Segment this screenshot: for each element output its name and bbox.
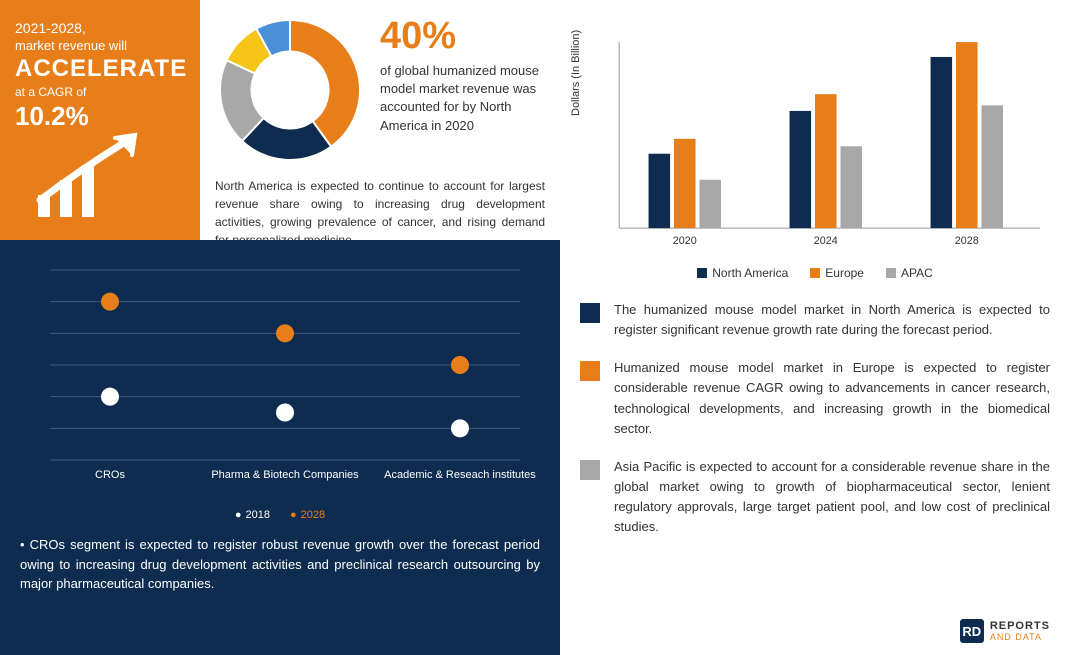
- dots-legend-item: 2018: [235, 509, 270, 521]
- bullet-item: Asia Pacific is expected to account for …: [580, 457, 1050, 538]
- bar-chart: Dollars (In Billion) 202020242028: [580, 20, 1050, 260]
- donut-bignum: 40%: [380, 15, 545, 58]
- bullet-text: Humanized mouse model market in Europe i…: [614, 358, 1050, 439]
- svg-text:CROs: CROs: [95, 469, 125, 481]
- bar-legend: North America Europe APAC: [580, 266, 1050, 280]
- atcagr-text: at a CAGR of: [15, 85, 185, 99]
- dots-legend-item: 2028: [290, 509, 325, 521]
- bar-legend-item: Europe: [810, 266, 864, 280]
- dots-note: CROs segment is expected to register rob…: [20, 535, 540, 594]
- mrw-text: market revenue will: [15, 38, 185, 53]
- bullet-item: The humanized mouse model market in Nort…: [580, 300, 1050, 340]
- cagr-value: 10.2%: [15, 101, 185, 132]
- bullet-text: The humanized mouse model market in Nort…: [614, 300, 1050, 340]
- growth-arrow-icon: [30, 130, 160, 225]
- bullet-text: Asia Pacific is expected to account for …: [614, 457, 1050, 538]
- donut-block: 40% of global humanized mouse model mark…: [200, 0, 560, 240]
- bar-legend-item: North America: [697, 266, 788, 280]
- donut-chart: [215, 15, 365, 165]
- bullet-swatch: [580, 460, 600, 480]
- logo-t1: REPORTS: [990, 620, 1050, 632]
- svg-text:2020: 2020: [673, 235, 697, 247]
- logo-t2: AND DATA: [990, 632, 1050, 642]
- logo-mark: RD: [960, 619, 984, 643]
- donut-desc: of global humanized mouse model market r…: [380, 62, 545, 135]
- bar-ylabel: Dollars (In Billion): [570, 30, 582, 116]
- accelerate-text: ACCELERATE: [15, 55, 185, 83]
- dots-panel: CROs Pharma & Biotech Companies Academic &…: [0, 240, 560, 655]
- bullet-swatch: [580, 361, 600, 381]
- bullet-item: Humanized mouse model market in Europe i…: [580, 358, 1050, 439]
- donut-note: North America is expected to continue to…: [215, 177, 545, 249]
- brand-logo: RD REPORTS AND DATA: [960, 619, 1050, 643]
- svg-text:Academic & Reseach institutes: Academic & Reseach institutes: [384, 469, 536, 481]
- bullets-list: The humanized mouse model market in Nort…: [580, 300, 1050, 537]
- bullet-swatch: [580, 303, 600, 323]
- period-text: 2021-2028,: [15, 20, 185, 36]
- svg-text:Pharma & Biotech Companies: Pharma & Biotech Companies: [211, 469, 359, 481]
- dots-chart: CROs Pharma & Biotech Companies Academic &…: [20, 260, 540, 500]
- svg-text:2028: 2028: [955, 235, 979, 247]
- svg-text:2024: 2024: [814, 235, 838, 247]
- bar-legend-item: APAC: [886, 266, 933, 280]
- dots-legend: 2018 2028: [20, 509, 540, 521]
- cagr-card: 2021-2028, market revenue will ACCELERAT…: [0, 0, 200, 240]
